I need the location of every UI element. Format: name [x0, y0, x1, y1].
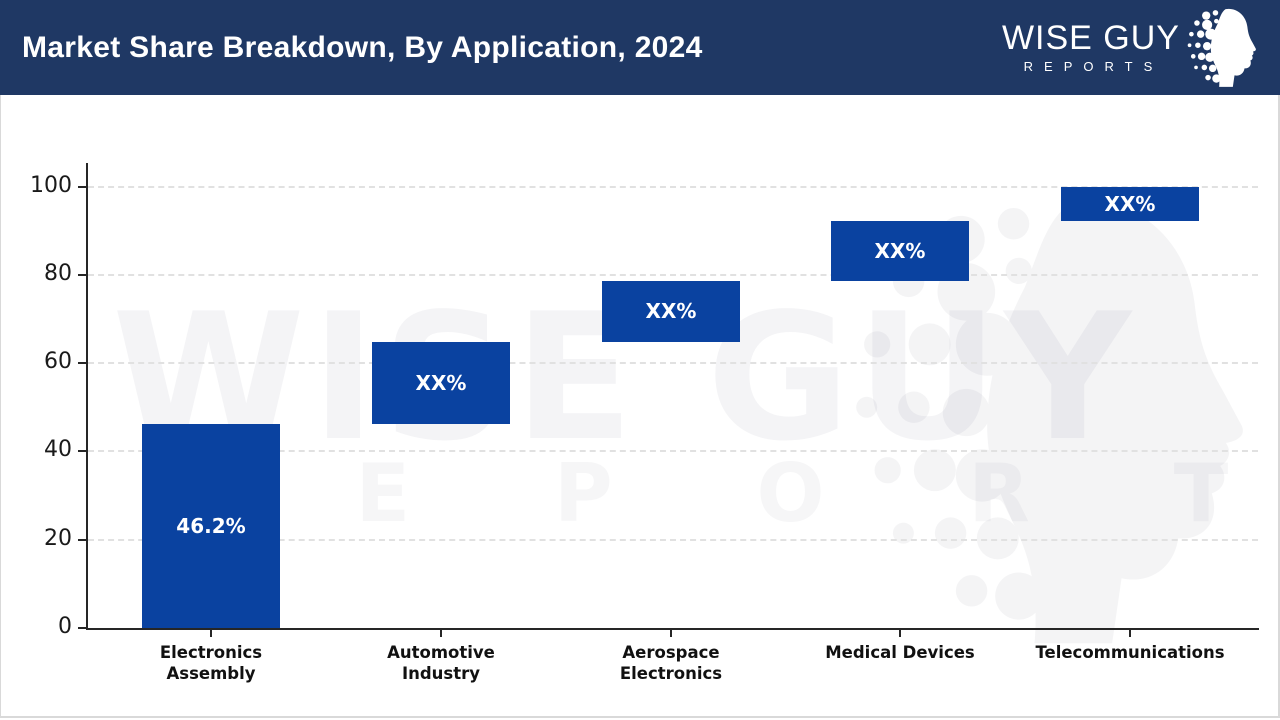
logo-wordmark: WISE GUY	[1001, 19, 1180, 57]
bar: XX%	[831, 220, 969, 282]
gridline	[88, 450, 1258, 453]
bar: XX%	[372, 341, 510, 425]
x-tick	[440, 630, 442, 637]
wiseguy-logo: WISE GUY REPORTS	[1002, 6, 1258, 90]
y-tick	[78, 362, 86, 365]
header: Market Share Breakdown, By Application, …	[0, 0, 1280, 95]
y-tick-label: 20	[44, 525, 72, 551]
logo-head-icon	[1184, 6, 1258, 90]
page-title: Market Share Breakdown, By Application, …	[22, 30, 703, 64]
y-tick	[78, 538, 86, 541]
gridline	[88, 362, 1258, 365]
x-axis-spine	[86, 628, 1259, 630]
y-tick-label: 100	[30, 172, 72, 198]
bar-value-label: XX%	[645, 299, 697, 324]
category-label: Telecommunications	[1035, 643, 1225, 662]
chart-area: WISE GUY R E P O R T S	[0, 95, 1280, 720]
bar-value-label: XX%	[874, 238, 926, 263]
category-label: Automotive Industry	[387, 643, 495, 684]
category-label: Aerospace Electronics	[619, 643, 723, 684]
x-tick	[210, 630, 212, 637]
gridline	[88, 273, 1258, 276]
category-label: Medical Devices	[825, 643, 975, 662]
x-tick	[670, 630, 672, 637]
bar-value-label: 46.2%	[176, 514, 246, 539]
y-tick-label: 40	[44, 437, 72, 463]
bar-value-label: XX%	[1104, 191, 1156, 216]
bar: 46.2%	[142, 424, 280, 628]
logo-text: WISE GUY REPORTS	[1002, 21, 1180, 74]
gridline	[88, 185, 1258, 188]
x-tick	[899, 630, 901, 637]
y-tick-label: 60	[44, 349, 72, 375]
y-axis-spine	[86, 163, 88, 630]
y-tick	[78, 627, 86, 629]
category-label: Electronics Assembly	[159, 643, 263, 684]
y-tick-label: 0	[58, 614, 72, 639]
x-tick	[1129, 630, 1131, 637]
bar-value-label: XX%	[415, 371, 467, 395]
y-tick	[78, 185, 86, 188]
gridline	[88, 538, 1258, 541]
logo-subtext: REPORTS	[1023, 59, 1164, 74]
y-tick	[78, 273, 86, 276]
bar: XX%	[602, 281, 740, 342]
bar: XX%	[1061, 186, 1199, 221]
y-tick-label: 80	[44, 260, 72, 286]
y-tick	[78, 450, 86, 453]
